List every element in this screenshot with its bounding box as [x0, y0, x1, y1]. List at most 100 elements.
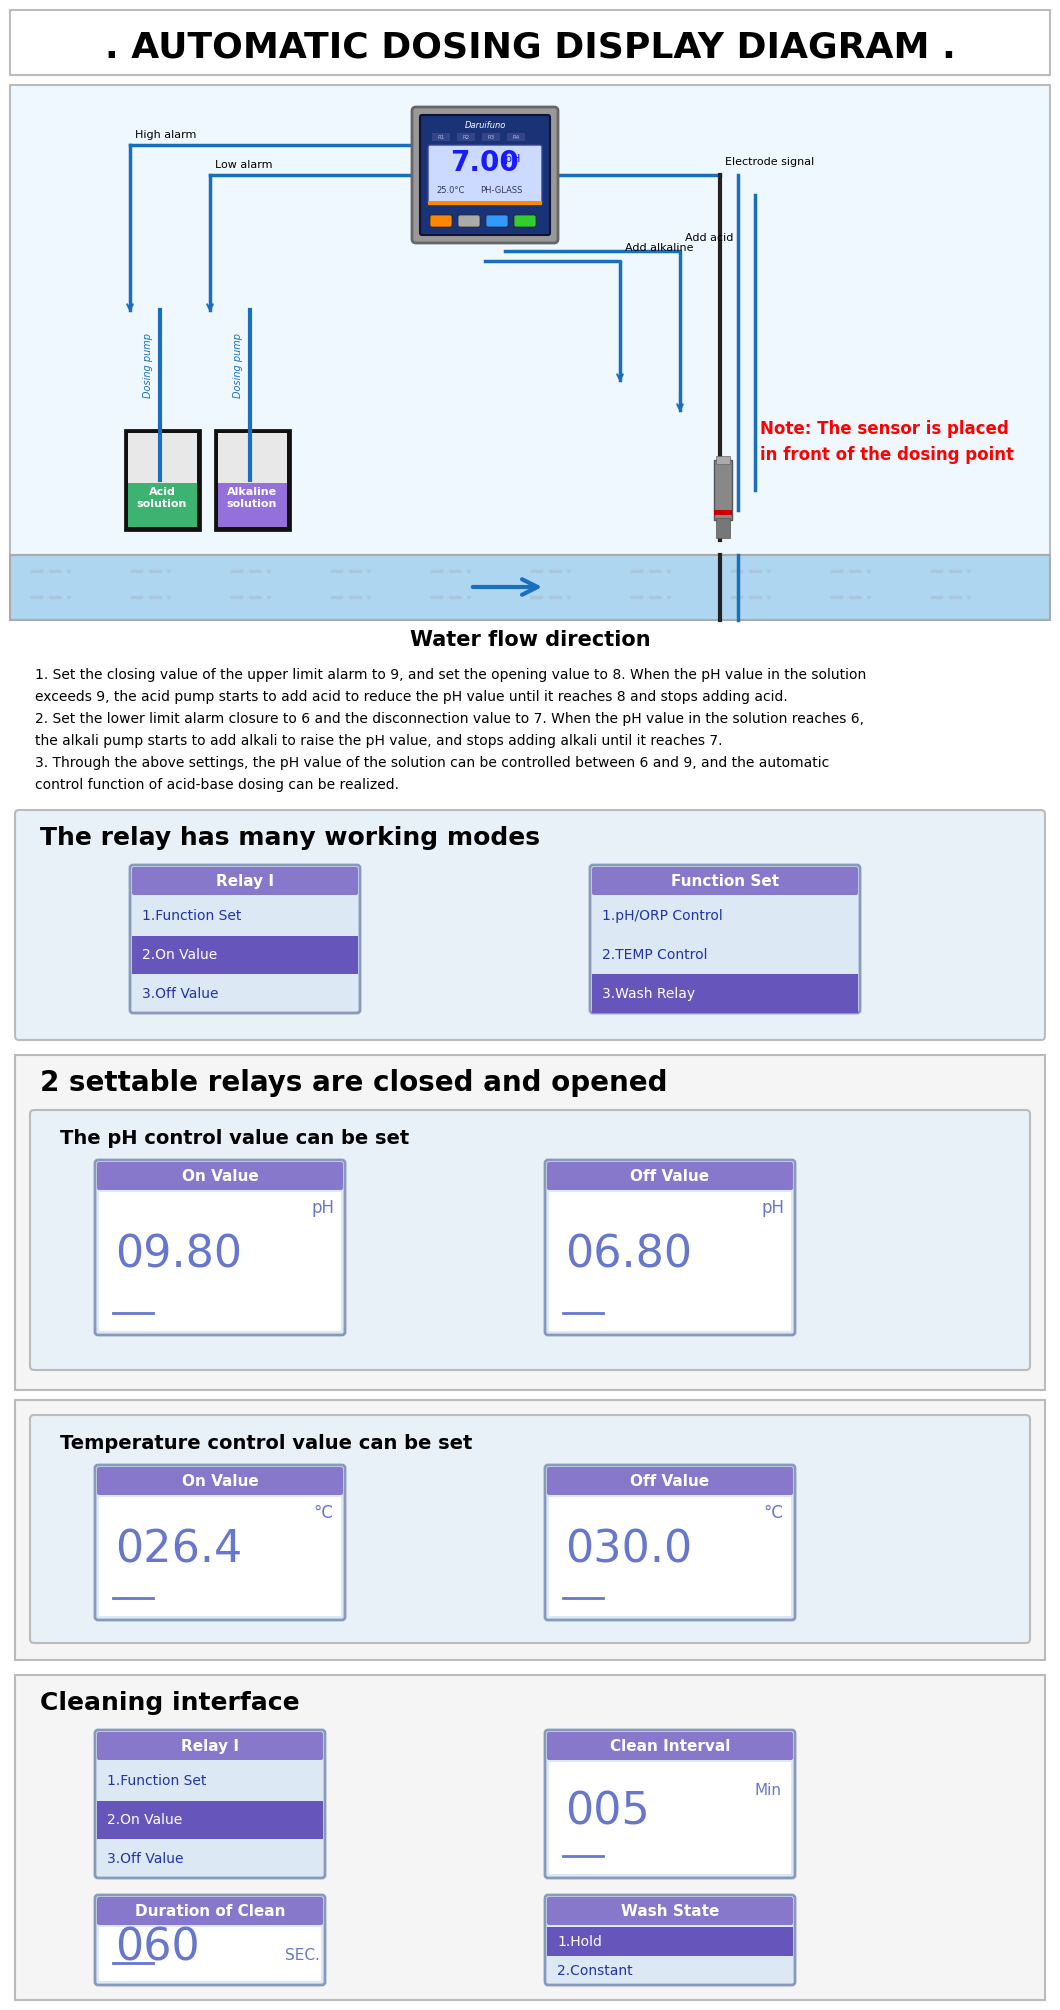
FancyBboxPatch shape: [95, 1895, 325, 1986]
Bar: [716, 456, 730, 464]
Text: 2.Constant: 2.Constant: [556, 1964, 633, 1978]
FancyBboxPatch shape: [458, 215, 480, 227]
Text: °C: °C: [313, 1503, 333, 1522]
Text: SEC.: SEC.: [285, 1948, 320, 1962]
FancyBboxPatch shape: [412, 107, 558, 243]
Text: 7.00: 7.00: [450, 149, 519, 177]
Text: 1.Function Set: 1.Function Set: [142, 909, 242, 923]
Bar: [10, 10, 1050, 74]
Text: . AUTOMATIC DOSING DISPLAY DIAGRAM .: . AUTOMATIC DOSING DISPLAY DIAGRAM .: [105, 30, 955, 64]
Text: 3.Off Value: 3.Off Value: [107, 1851, 183, 1865]
Bar: [15, 1401, 1045, 1660]
Text: R2: R2: [462, 135, 470, 139]
Text: Off Value: Off Value: [631, 1168, 709, 1184]
Text: Add acid: Add acid: [685, 233, 734, 243]
Text: 1.pH/ORP Control: 1.pH/ORP Control: [602, 909, 723, 923]
Bar: [549, 1497, 791, 1616]
FancyBboxPatch shape: [514, 215, 536, 227]
Text: pH: pH: [506, 155, 520, 165]
Text: Dosing pump: Dosing pump: [143, 332, 153, 398]
FancyBboxPatch shape: [590, 864, 860, 1013]
Text: 2.On Value: 2.On Value: [142, 949, 217, 963]
FancyBboxPatch shape: [98, 1467, 343, 1495]
Text: 1.Function Set: 1.Function Set: [107, 1775, 207, 1789]
FancyBboxPatch shape: [547, 1162, 793, 1190]
FancyBboxPatch shape: [547, 1897, 793, 1926]
Bar: [507, 133, 525, 141]
Text: °C: °C: [763, 1503, 783, 1522]
Bar: [432, 133, 450, 141]
FancyBboxPatch shape: [30, 1415, 1030, 1642]
Text: Alkaline
solution: Alkaline solution: [227, 486, 277, 509]
FancyBboxPatch shape: [428, 145, 542, 205]
Bar: [10, 555, 1050, 619]
Bar: [218, 482, 287, 527]
Text: 060: 060: [114, 1926, 199, 1970]
Text: Water flow direction: Water flow direction: [409, 629, 651, 649]
FancyBboxPatch shape: [545, 1731, 795, 1877]
Text: 026.4: 026.4: [114, 1528, 243, 1572]
Text: 2.On Value: 2.On Value: [107, 1813, 182, 1827]
Text: 09.80: 09.80: [114, 1234, 242, 1276]
FancyBboxPatch shape: [547, 1733, 793, 1761]
Bar: [547, 1928, 793, 1956]
Text: Wash State: Wash State: [621, 1903, 719, 1918]
Bar: [714, 460, 732, 521]
Text: 3.Wash Relay: 3.Wash Relay: [602, 987, 695, 1001]
Bar: [99, 1928, 321, 1982]
FancyBboxPatch shape: [547, 1467, 793, 1495]
Text: Low alarm: Low alarm: [215, 161, 272, 171]
Text: 3. Through the above settings, the pH value of the solution can be controlled be: 3. Through the above settings, the pH va…: [35, 756, 829, 770]
Text: pH: pH: [312, 1200, 335, 1216]
Text: exceeds 9, the acid pump starts to add acid to reduce the pH value until it reac: exceeds 9, the acid pump starts to add a…: [35, 689, 788, 704]
Bar: [714, 511, 732, 515]
Bar: [99, 1192, 341, 1331]
Bar: [10, 84, 1050, 555]
FancyBboxPatch shape: [545, 1465, 795, 1620]
Bar: [15, 1674, 1045, 2000]
Text: 1. Set the closing value of the upper limit alarm to 9, and set the opening valu: 1. Set the closing value of the upper li…: [35, 667, 866, 681]
FancyBboxPatch shape: [98, 1162, 343, 1190]
Text: High alarm: High alarm: [135, 131, 196, 141]
Text: 2 settable relays are closed and opened: 2 settable relays are closed and opened: [40, 1069, 668, 1097]
Text: Relay I: Relay I: [181, 1739, 238, 1753]
FancyBboxPatch shape: [95, 1160, 344, 1335]
Bar: [716, 519, 730, 539]
Bar: [132, 937, 358, 975]
FancyBboxPatch shape: [430, 215, 452, 227]
Text: Off Value: Off Value: [631, 1473, 709, 1489]
Bar: [15, 1055, 1045, 1391]
Text: The relay has many working modes: The relay has many working modes: [40, 826, 540, 850]
Bar: [98, 1801, 323, 1839]
Text: 2. Set the lower limit alarm closure to 6 and the disconnection value to 7. When: 2. Set the lower limit alarm closure to …: [35, 712, 864, 726]
Text: Electrode signal: Electrode signal: [725, 157, 814, 167]
Text: 3.Off Value: 3.Off Value: [142, 987, 218, 1001]
Bar: [428, 201, 542, 205]
Text: 06.80: 06.80: [565, 1234, 692, 1276]
Text: 030.0: 030.0: [565, 1528, 692, 1572]
Text: pH: pH: [761, 1200, 784, 1216]
FancyBboxPatch shape: [98, 1897, 323, 1926]
Text: Daruifuno: Daruifuno: [464, 121, 506, 129]
Text: Acid
solution: Acid solution: [137, 486, 188, 509]
Bar: [128, 432, 197, 482]
Bar: [125, 430, 200, 531]
Text: R1: R1: [438, 135, 444, 139]
Text: 1.Hold: 1.Hold: [556, 1934, 602, 1948]
Bar: [218, 432, 287, 482]
Text: control function of acid-base dosing can be realized.: control function of acid-base dosing can…: [35, 778, 399, 792]
Bar: [215, 430, 290, 531]
Text: Clean Interval: Clean Interval: [610, 1739, 730, 1753]
FancyBboxPatch shape: [545, 1895, 795, 1986]
Text: Note: The sensor is placed
in front of the dosing point: Note: The sensor is placed in front of t…: [760, 420, 1014, 464]
Bar: [549, 1763, 791, 1873]
FancyBboxPatch shape: [98, 1733, 323, 1761]
FancyBboxPatch shape: [132, 866, 358, 894]
Text: Cleaning interface: Cleaning interface: [40, 1690, 300, 1715]
Text: R4: R4: [512, 135, 519, 139]
Text: Temperature control value can be set: Temperature control value can be set: [60, 1433, 473, 1453]
Bar: [99, 1497, 341, 1616]
FancyBboxPatch shape: [591, 866, 858, 894]
FancyBboxPatch shape: [485, 215, 508, 227]
Text: R3: R3: [488, 135, 495, 139]
